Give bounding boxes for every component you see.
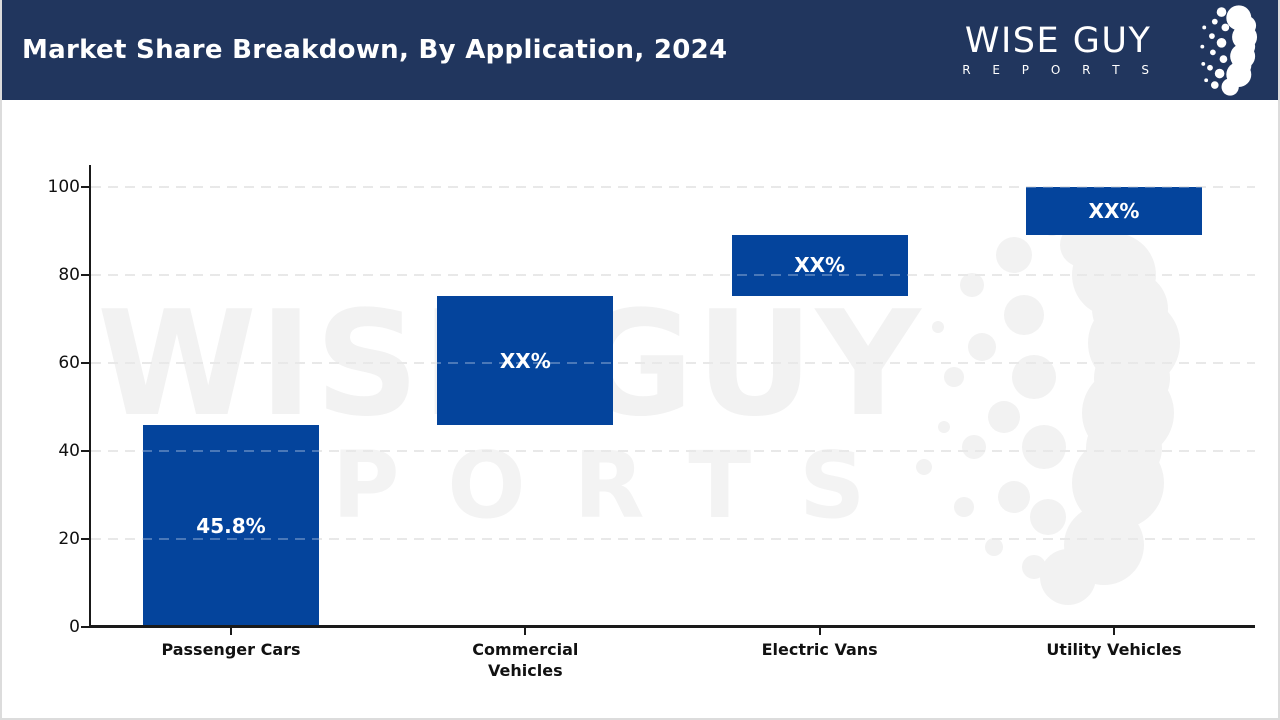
- gridline-overlay: [91, 450, 1255, 452]
- y-axis-tick-label: 40: [58, 441, 80, 461]
- x-axis-category-label: Passenger Cars: [161, 640, 301, 659]
- gridline: [91, 274, 1255, 276]
- x-axis-line: [89, 625, 1255, 628]
- header: Market Share Breakdown, By Application, …: [2, 0, 1278, 100]
- brand-name: WISE GUY: [964, 21, 1152, 61]
- bar-segment: [143, 425, 319, 627]
- brand-subname: R E P O R T S: [962, 63, 1158, 77]
- gridline-overlay: [91, 274, 1255, 276]
- y-axis-tick-label: 20: [58, 529, 80, 549]
- x-axis-tick: [1112, 628, 1115, 635]
- x-axis-category-label: Commercial Vehicles: [472, 640, 579, 680]
- gridline-overlay: [91, 538, 1255, 540]
- y-axis-tick: [81, 186, 90, 188]
- gridline: [91, 538, 1255, 540]
- gridline: [91, 362, 1255, 364]
- y-axis-tick: [81, 274, 90, 276]
- x-axis-tick: [524, 628, 527, 635]
- x-axis-tick: [230, 628, 232, 635]
- dotted-head-profile-icon: [1200, 5, 1258, 96]
- x-axis-category-label: Electric Vans: [761, 640, 878, 659]
- x-axis-tick: [818, 628, 821, 635]
- bar-segment: [731, 234, 908, 297]
- y-axis-tick: [81, 362, 90, 364]
- page-title: Market Share Breakdown, By Application, …: [22, 35, 728, 65]
- gridline: [91, 186, 1255, 188]
- watermark-text-line2: PORTS: [332, 432, 914, 539]
- brand-logo: WISE GUY R E P O R T S: [958, 4, 1258, 96]
- y-axis-tick-label: 100: [47, 177, 80, 197]
- bar-segment: [1025, 187, 1202, 235]
- brand-logo-text: WISE GUY R E P O R T S: [958, 21, 1158, 77]
- y-axis-tick: [81, 626, 90, 628]
- y-axis-tick-label: 0: [69, 617, 80, 637]
- gridline-overlay: [91, 186, 1255, 188]
- y-axis-tick-label: 60: [58, 353, 80, 373]
- y-axis-tick: [81, 538, 90, 540]
- y-axis-line: [89, 165, 91, 628]
- bar-segment: [437, 296, 614, 426]
- gridline-overlay: [91, 362, 1255, 364]
- y-axis-tick: [81, 450, 90, 452]
- x-axis-category-label: Utility Vehicles: [1046, 640, 1182, 659]
- gridline: [91, 450, 1255, 452]
- y-axis-tick-label: 80: [58, 265, 80, 285]
